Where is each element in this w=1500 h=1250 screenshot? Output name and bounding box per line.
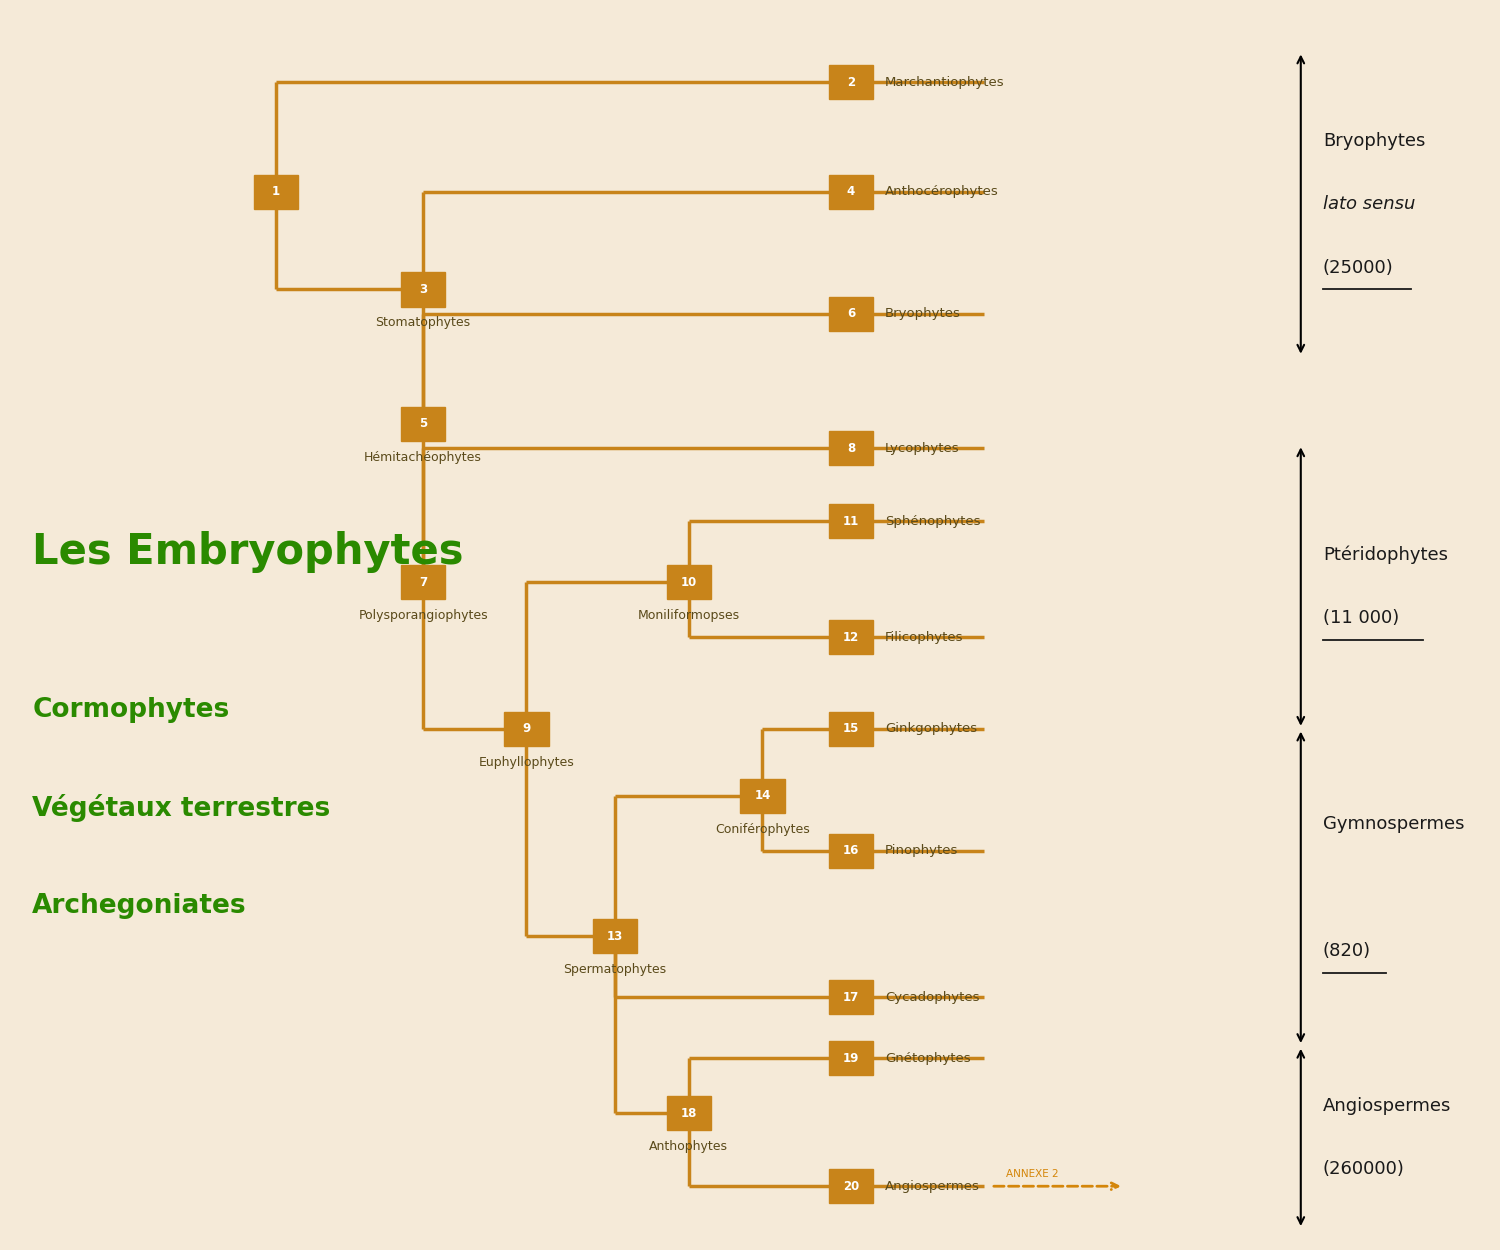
FancyBboxPatch shape (666, 1096, 711, 1130)
FancyBboxPatch shape (830, 1169, 873, 1204)
Text: Anthocérophytes: Anthocérophytes (885, 185, 999, 199)
Text: Marchantiophytes: Marchantiophytes (885, 75, 1005, 89)
Text: (25000): (25000) (1323, 259, 1394, 276)
FancyBboxPatch shape (254, 175, 298, 209)
Text: 16: 16 (843, 844, 860, 858)
Text: Les Embryophytes: Les Embryophytes (33, 531, 463, 572)
Text: 8: 8 (847, 441, 855, 455)
Text: Gymnospermes: Gymnospermes (1323, 815, 1464, 832)
Text: lato sensu: lato sensu (1323, 195, 1416, 212)
FancyBboxPatch shape (504, 711, 549, 746)
Text: Filicophytes: Filicophytes (885, 631, 963, 644)
Text: 17: 17 (843, 990, 860, 1004)
Text: 5: 5 (419, 418, 428, 430)
Text: Coniférophytes: Coniférophytes (716, 822, 810, 836)
Text: 12: 12 (843, 631, 860, 644)
Text: (260000): (260000) (1323, 1160, 1406, 1179)
Text: Pinophytes: Pinophytes (885, 844, 959, 858)
Text: ANNEXE 2: ANNEXE 2 (1007, 1169, 1059, 1179)
Text: Angiospermes: Angiospermes (885, 1180, 980, 1192)
FancyBboxPatch shape (830, 431, 873, 465)
Text: Végétaux terrestres: Végétaux terrestres (33, 794, 330, 822)
FancyBboxPatch shape (830, 296, 873, 331)
Text: 10: 10 (681, 576, 698, 589)
FancyBboxPatch shape (666, 565, 711, 600)
FancyBboxPatch shape (830, 504, 873, 539)
Text: Spermatophytes: Spermatophytes (564, 962, 666, 976)
Text: Archegoniates: Archegoniates (33, 892, 248, 919)
Text: 2: 2 (847, 75, 855, 89)
Text: Gnétophytes: Gnétophytes (885, 1051, 971, 1065)
Text: 11: 11 (843, 515, 860, 528)
Text: 19: 19 (843, 1051, 860, 1065)
Text: Bryophytes: Bryophytes (885, 308, 960, 320)
Text: Polysporangiophytes: Polysporangiophytes (358, 609, 488, 622)
Text: Angiospermes: Angiospermes (1323, 1096, 1452, 1115)
FancyBboxPatch shape (592, 919, 638, 954)
Text: 9: 9 (522, 722, 531, 735)
FancyBboxPatch shape (400, 272, 445, 306)
Text: Stomatophytes: Stomatophytes (375, 316, 471, 329)
Text: Sphénophytes: Sphénophytes (885, 515, 981, 528)
Text: 15: 15 (843, 722, 860, 735)
Text: 1: 1 (272, 185, 279, 199)
Text: Cycadophytes: Cycadophytes (885, 990, 980, 1004)
FancyBboxPatch shape (830, 65, 873, 99)
Text: Hémitachéophytes: Hémitachéophytes (364, 450, 482, 464)
FancyBboxPatch shape (830, 620, 873, 654)
FancyBboxPatch shape (741, 779, 784, 812)
Text: Lycophytes: Lycophytes (885, 441, 960, 455)
Text: (820): (820) (1323, 941, 1371, 960)
Text: Moniliformopses: Moniliformopses (638, 609, 740, 622)
Text: Ptéridophytes: Ptéridophytes (1323, 545, 1448, 564)
Text: Anthophytes: Anthophytes (650, 1140, 728, 1152)
Text: Cormophytes: Cormophytes (33, 698, 230, 724)
Text: 7: 7 (419, 576, 428, 589)
FancyBboxPatch shape (400, 406, 445, 441)
FancyBboxPatch shape (830, 980, 873, 1014)
Text: 13: 13 (608, 930, 622, 942)
Text: 20: 20 (843, 1180, 860, 1192)
FancyBboxPatch shape (830, 1041, 873, 1075)
FancyBboxPatch shape (830, 175, 873, 209)
Text: 18: 18 (681, 1106, 698, 1120)
Text: 3: 3 (419, 282, 428, 296)
Text: Ginkgophytes: Ginkgophytes (885, 722, 977, 735)
FancyBboxPatch shape (400, 565, 445, 600)
Text: Bryophytes: Bryophytes (1323, 131, 1425, 150)
FancyBboxPatch shape (830, 834, 873, 867)
Text: 6: 6 (847, 308, 855, 320)
Text: (11 000): (11 000) (1323, 609, 1400, 628)
FancyBboxPatch shape (830, 711, 873, 746)
Text: 14: 14 (754, 789, 771, 802)
Text: Euphyllophytes: Euphyllophytes (478, 755, 574, 769)
Text: 4: 4 (847, 185, 855, 199)
